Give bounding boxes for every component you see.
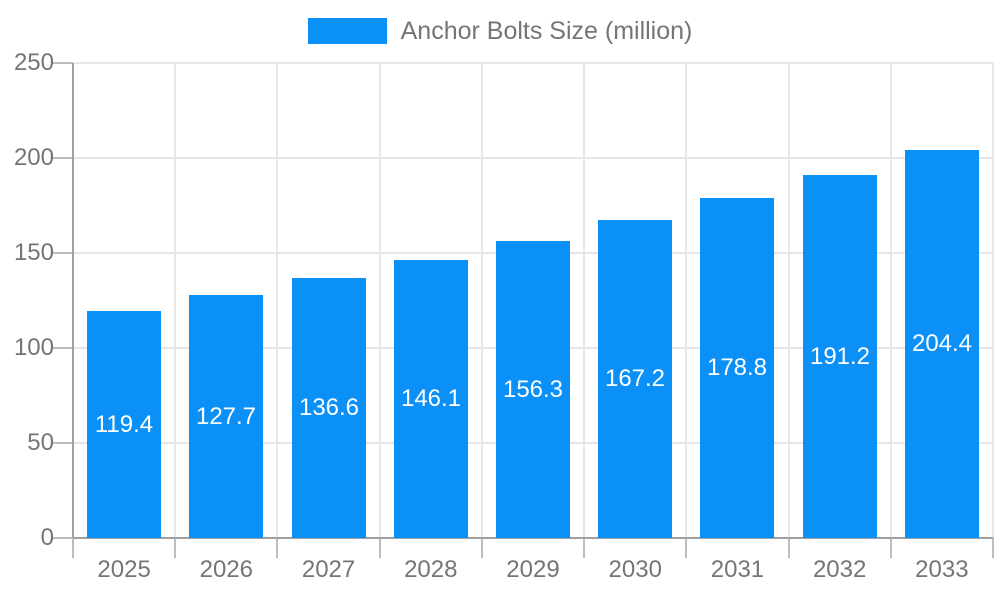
y-axis-tick [53, 157, 73, 159]
x-tick-label: 2030 [608, 556, 662, 583]
gridline-vertical [685, 63, 688, 538]
x-tick-label: 2025 [97, 556, 151, 583]
y-tick-label: 150 [13, 239, 54, 266]
bar[interactable]: 136.6 [292, 278, 366, 538]
y-axis-tick [53, 442, 73, 444]
bar-value-label: 156.3 [502, 375, 564, 403]
y-tick-label: 200 [13, 144, 54, 171]
y-axis-tick [53, 62, 73, 64]
bar-value-label: 167.2 [604, 365, 666, 392]
legend-swatch [307, 18, 387, 44]
y-tick-label: 50 [27, 429, 54, 456]
x-axis-tick [72, 538, 74, 558]
legend[interactable]: Anchor Bolts Size (million) [0, 16, 1000, 46]
bar-value-label: 191.2 [809, 342, 871, 370]
bar-value-label: 119.4 [94, 410, 154, 438]
y-tick-label: 0 [40, 524, 54, 551]
bar[interactable]: 156.3 [496, 241, 570, 538]
x-axis-tick [992, 538, 994, 558]
gridline-vertical [378, 63, 381, 538]
bar-value-label: 204.4 [911, 330, 973, 357]
bar[interactable]: 191.2 [803, 175, 877, 538]
x-tick-label: 2028 [404, 556, 458, 583]
bar-value-label: 146.1 [400, 385, 462, 412]
bar[interactable]: 146.1 [394, 260, 468, 538]
x-axis-tick [787, 538, 790, 558]
x-tick-label: 2031 [710, 556, 765, 583]
x-axis-tick [174, 538, 177, 558]
x-axis-tick [480, 538, 483, 558]
gridline-vertical [583, 63, 586, 538]
x-tick-label: 2027 [301, 556, 356, 583]
bar[interactable]: 178.8 [700, 198, 774, 538]
gridline-vertical [992, 63, 994, 538]
x-axis-tick [685, 538, 688, 558]
bar-value-label: 178.8 [706, 354, 768, 381]
y-axis-tick [53, 252, 73, 254]
x-tick-label: 2029 [506, 556, 560, 583]
gridline-vertical [276, 63, 279, 538]
y-axis-tick [53, 347, 73, 349]
x-axis-line [73, 537, 993, 539]
x-tick-label: 2032 [812, 556, 867, 583]
bar[interactable]: 204.4 [905, 150, 979, 538]
x-axis-tick [378, 538, 381, 558]
x-axis-tick [276, 538, 279, 558]
y-tick-label: 100 [13, 334, 54, 361]
bar-value-label: 136.6 [298, 394, 360, 421]
x-tick-label: 2026 [199, 556, 254, 583]
gridline-vertical [889, 63, 892, 538]
x-tick-label: 2033 [915, 556, 969, 583]
x-axis-tick [583, 538, 586, 558]
x-axis-tick [889, 538, 892, 558]
y-tick-label: 250 [13, 49, 54, 76]
gridline-horizontal [73, 157, 993, 159]
gridline-vertical [174, 63, 177, 538]
y-axis-tick [53, 537, 73, 539]
bar[interactable]: 127.7 [189, 295, 263, 538]
gridline-horizontal [73, 62, 993, 64]
legend-label: Anchor Bolts Size (million) [400, 16, 693, 45]
bar[interactable]: 167.2 [598, 220, 672, 538]
gridline-vertical [480, 63, 483, 538]
bar[interactable]: 119.4 [87, 311, 161, 538]
bar-value-label: 127.7 [195, 402, 257, 430]
gridline-vertical [787, 63, 790, 538]
y-axis-line [72, 63, 74, 538]
